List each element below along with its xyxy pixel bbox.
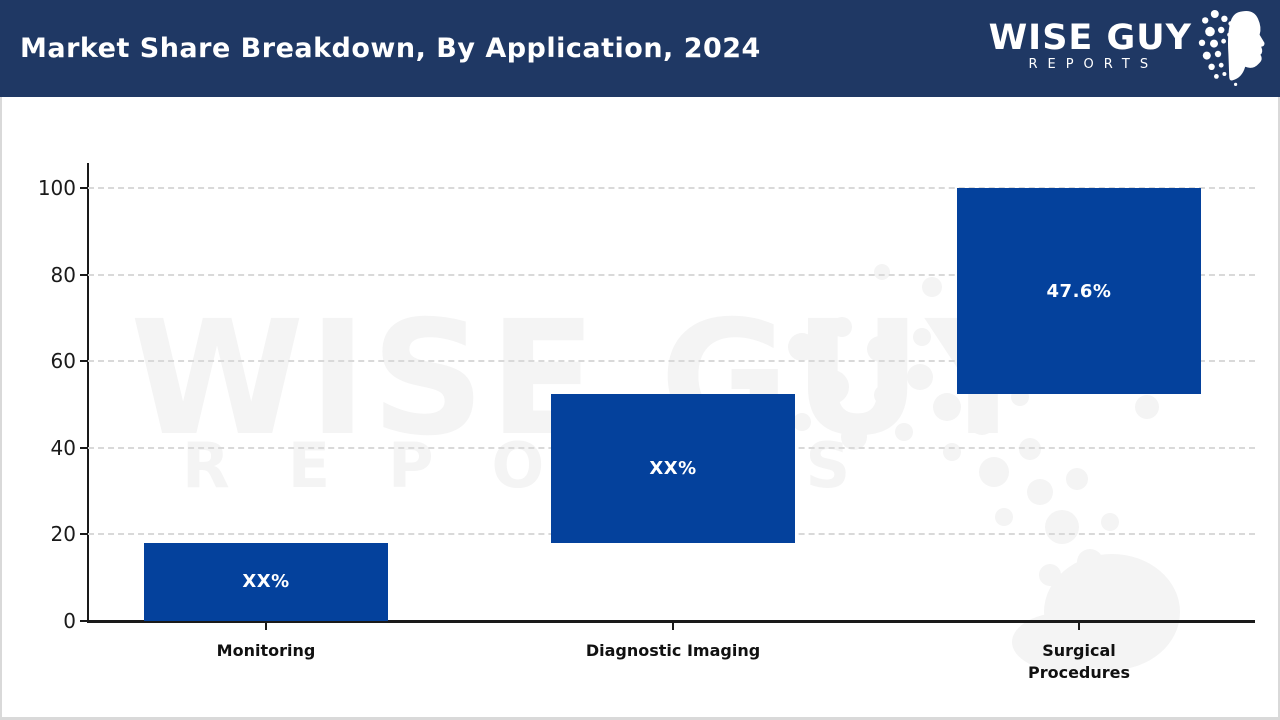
y-tick-label: 40 — [50, 435, 76, 460]
x-category-label: Monitoring — [216, 641, 316, 660]
page-title: Market Share Breakdown, By Application, … — [20, 33, 761, 64]
y-tick-label: 80 — [50, 262, 76, 287]
y-axis-line — [87, 163, 89, 623]
y-tick-mark — [80, 533, 88, 536]
y-tick-mark — [80, 187, 88, 189]
y-tick-label: 0 — [63, 609, 76, 633]
y-tick-label: 20 — [50, 522, 76, 547]
x-category-label: Surgical Procedures — [1027, 641, 1131, 682]
x-tick-mark — [672, 623, 674, 630]
x-tick-mark — [265, 623, 267, 630]
watermark-face-icon — [788, 264, 1180, 672]
gridline — [88, 273, 1255, 276]
bar-segment: 47.6% — [957, 188, 1201, 395]
y-tick-mark — [80, 446, 88, 449]
gridline — [88, 360, 1255, 363]
logo-name-text: WISE GUY — [988, 17, 1192, 58]
y-tick-mark — [80, 620, 88, 622]
bar-value-label: XX% — [242, 571, 290, 593]
header: Market Share Breakdown, By Application, … — [0, 0, 1280, 97]
x-tick-mark — [1078, 623, 1080, 630]
x-axis-line — [87, 620, 1255, 623]
bar-segment: XX% — [551, 394, 795, 543]
y-tick-mark — [80, 360, 88, 363]
bar-value-label: XX% — [649, 457, 697, 479]
logo-face-icon — [1198, 10, 1265, 86]
brand-logo: WISE GUY REPORTS — [989, 6, 1266, 86]
logo-sub-text: REPORTS — [1028, 57, 1159, 73]
gridline — [88, 187, 1255, 189]
y-tick-mark — [80, 273, 88, 276]
bar-value-label: 47.6% — [1046, 280, 1112, 302]
bar-segment: XX% — [144, 542, 388, 621]
chart-area: WISE GUY REPORTS — [0, 97, 1280, 720]
plot: 0 20 40 60 80 100 XX% Monitoring XX% Diagnostic I… — [2, 97, 1280, 720]
logo-wordmark: WISE GUY REPORTS — [988, 17, 1192, 73]
x-category-label: Diagnostic Imaging — [585, 641, 761, 660]
y-tick-label: 100 — [37, 176, 76, 200]
y-tick-label: 60 — [50, 349, 76, 374]
